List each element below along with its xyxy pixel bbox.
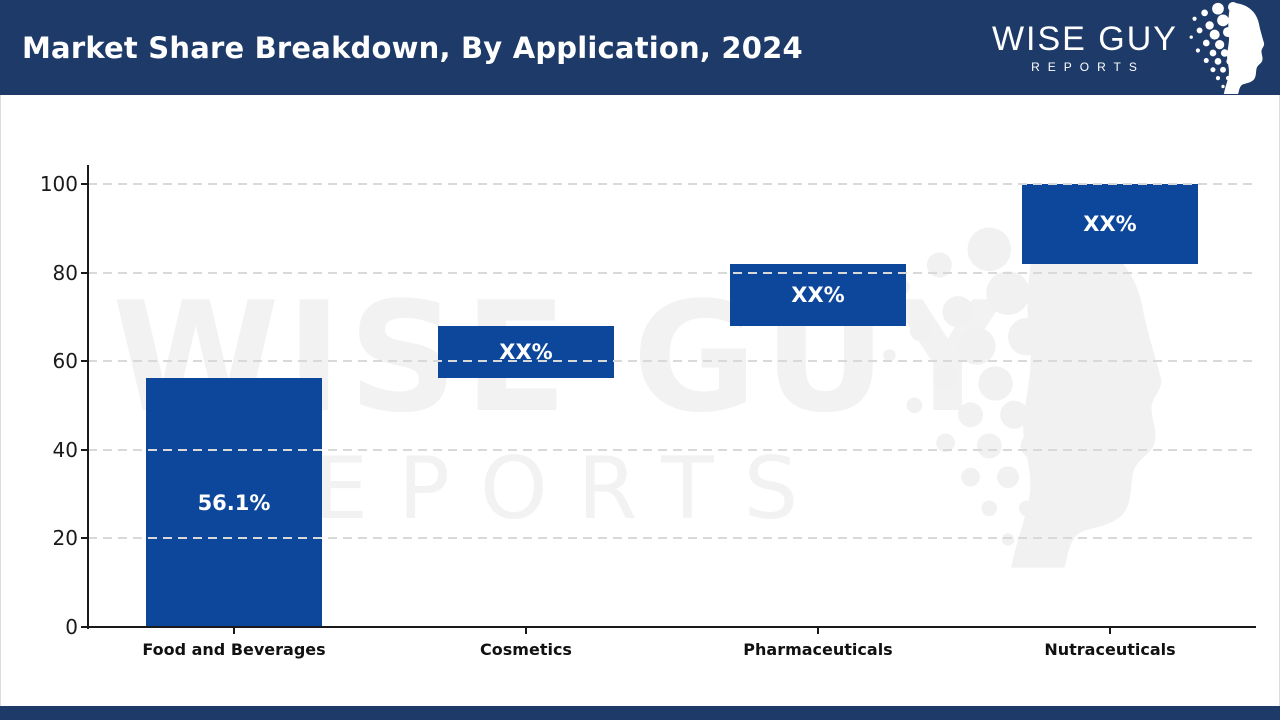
y-tick-mark — [81, 537, 88, 540]
bar-cosmetics: XX% — [438, 325, 614, 379]
page-title: Market Share Breakdown, By Application, … — [22, 30, 803, 65]
brand-logo-text: WISE GUY REPORTS — [992, 22, 1178, 74]
y-tick-mark — [81, 360, 88, 363]
y-tick-mark — [81, 271, 88, 274]
x-tick-mark — [817, 627, 819, 634]
x-tick-label: Nutraceuticals — [1044, 640, 1176, 659]
gridline-60 — [88, 360, 1254, 363]
x-tick-mark — [525, 627, 527, 634]
y-tick-mark — [81, 183, 88, 185]
y-tick-label: 80 — [52, 260, 78, 285]
y-tick-mark — [81, 626, 88, 628]
brand-subtitle: REPORTS — [1031, 59, 1145, 74]
header-bar: Market Share Breakdown, By Application, … — [0, 0, 1280, 95]
y-tick-label: 20 — [52, 526, 78, 551]
y-tick-mark — [81, 448, 88, 451]
gridline-100 — [88, 183, 1254, 185]
y-tick-label: 60 — [52, 349, 78, 374]
brand-name: WISE GUY — [991, 19, 1178, 58]
x-tick-label: Food and Beverages — [142, 640, 326, 659]
gridline-80 — [88, 271, 1254, 274]
bar-pharmaceuticals: XX% — [730, 263, 906, 326]
bar-food-and-beverages: 56.1% — [146, 378, 322, 627]
bar-value-label: 56.1% — [197, 490, 271, 515]
footer-bar — [0, 706, 1280, 720]
y-tick-label: 40 — [52, 437, 78, 462]
bar-nutraceuticals: XX% — [1022, 184, 1198, 264]
dotted-head-icon — [1189, 1, 1265, 94]
x-axis-line — [87, 626, 1256, 628]
brand-logo: WISE GUY REPORTS — [992, 1, 1266, 94]
x-tick-mark — [233, 627, 235, 634]
x-tick-label: Cosmetics — [480, 640, 572, 659]
gridline-20 — [88, 537, 1254, 540]
x-tick-mark — [1109, 627, 1111, 634]
bar-value-label: XX% — [499, 340, 553, 365]
bar-value-label: XX% — [1083, 211, 1137, 236]
y-tick-label: 100 — [39, 172, 78, 196]
bar-value-label: XX% — [791, 282, 845, 307]
gridline-40 — [88, 448, 1254, 451]
x-tick-label: Pharmaceuticals — [743, 640, 893, 659]
y-axis-line — [87, 165, 89, 629]
y-tick-label: 0 — [65, 615, 78, 639]
